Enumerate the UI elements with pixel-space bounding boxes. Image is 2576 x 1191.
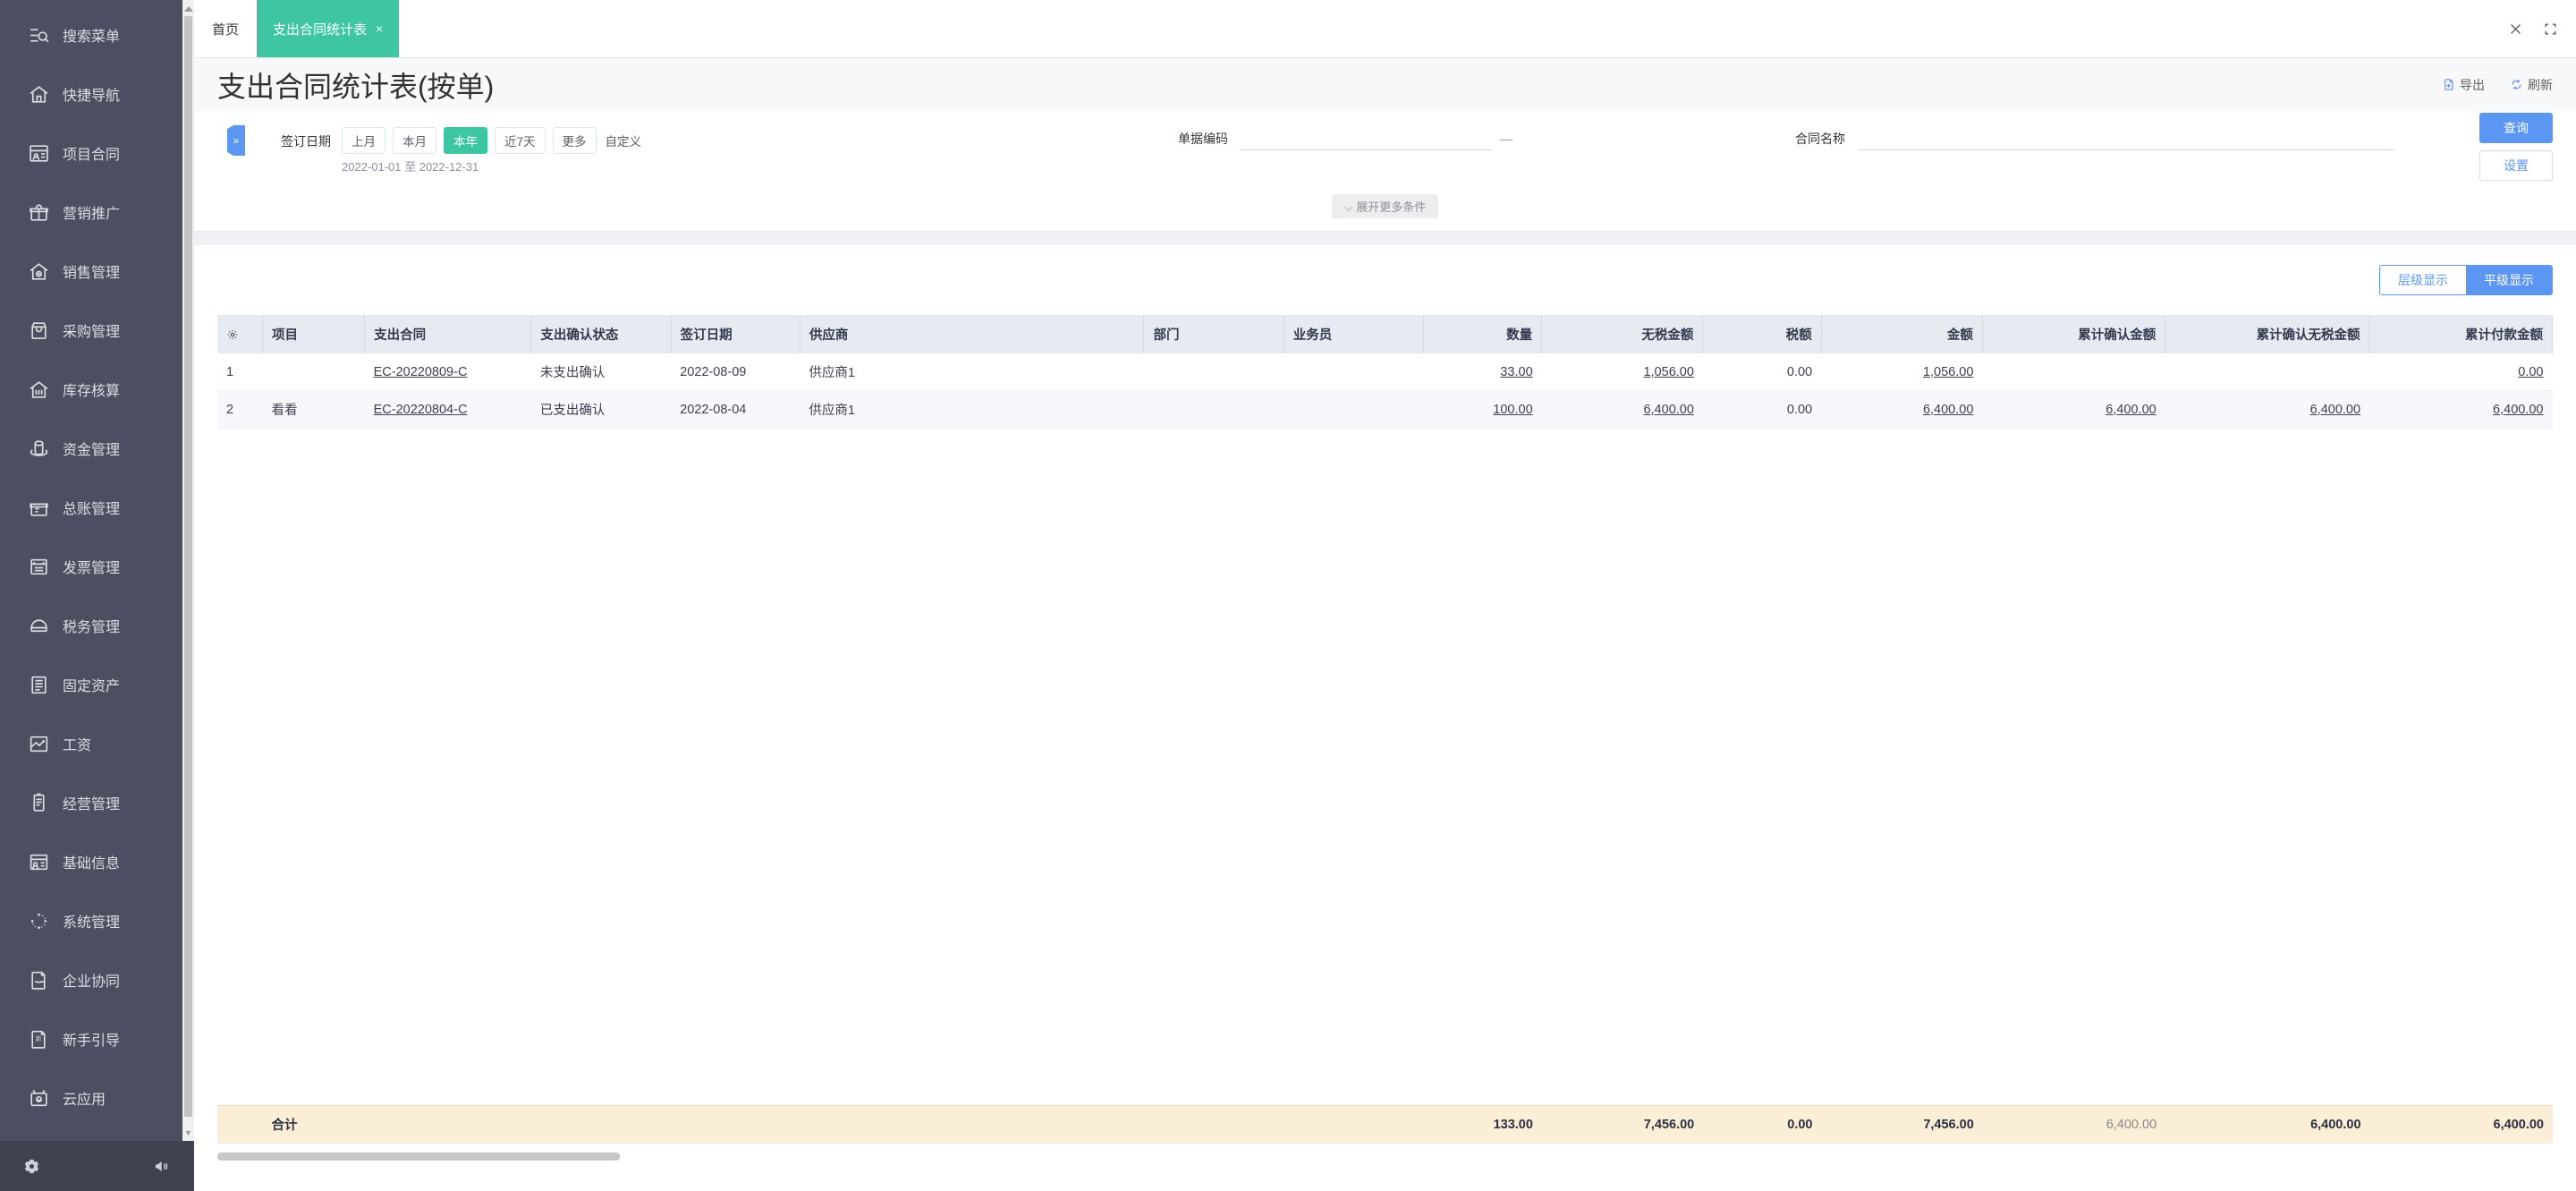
svg-text:新: 新: [36, 1034, 42, 1042]
